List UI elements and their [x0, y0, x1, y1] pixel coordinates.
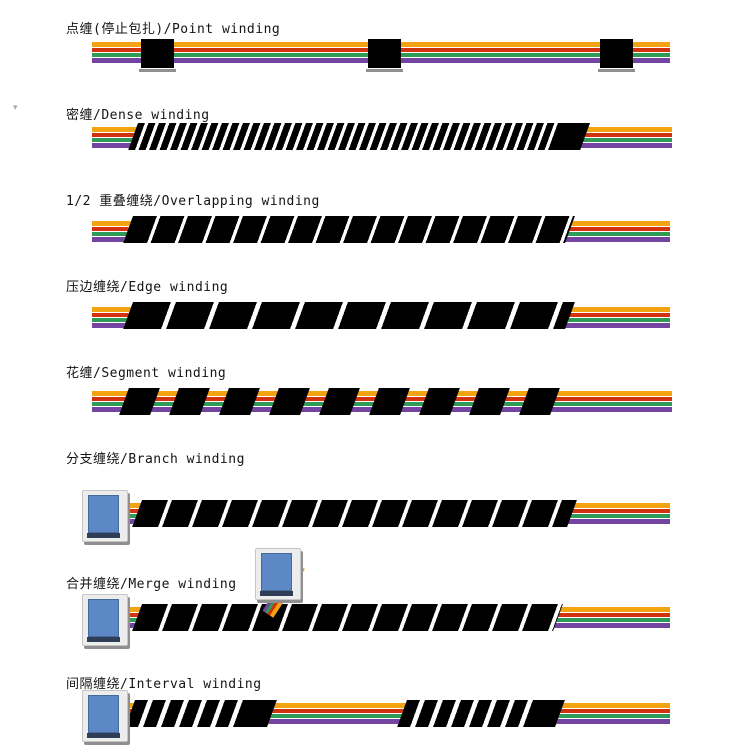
ribbon-cable — [564, 307, 670, 328]
merge-tape-band — [132, 604, 563, 631]
point-tape-square — [600, 39, 633, 68]
connector-body — [88, 695, 119, 733]
branch-tape-band — [132, 500, 577, 527]
point-tape-square — [368, 39, 401, 68]
ribbon-cable — [264, 703, 406, 724]
interval-tape-band — [125, 700, 277, 727]
point-tape-square — [141, 39, 174, 68]
row-label-point-winding: 点缠(停止包扎)/Point winding — [66, 22, 281, 37]
connector-block — [82, 594, 128, 646]
row-label-interval-winding: 间隔缠绕/Interval winding — [66, 677, 262, 692]
connector-block — [82, 690, 128, 742]
tape-square-shadow — [366, 69, 403, 72]
ribbon-cable — [566, 503, 670, 524]
cursor-artifact-icon: ▾ — [13, 103, 18, 113]
row-label-merge-winding: 合并缠绕/Merge winding — [66, 577, 237, 592]
connector-block — [82, 490, 128, 542]
interval-tape-band — [397, 700, 565, 727]
connector-pin-bar — [87, 637, 120, 642]
ribbon-cable — [554, 607, 670, 628]
row-label-overlapping-winding: 1/2 重叠缠绕/Overlapping winding — [66, 194, 320, 209]
connector-pin-bar — [260, 591, 293, 596]
connector-pin-bar — [87, 733, 120, 738]
ribbon-cable — [564, 221, 670, 242]
connector-body — [88, 495, 119, 533]
connector-body — [261, 553, 292, 591]
connector-pin-bar — [87, 533, 120, 538]
row-label-segment-winding: 花缠/Segment winding — [66, 366, 227, 381]
ribbon-cable — [554, 703, 670, 724]
dense-tape-band — [128, 123, 590, 150]
overlapping-tape-band — [123, 216, 575, 243]
connector-block-branch — [255, 548, 301, 600]
connector-body — [88, 599, 119, 637]
tape-square-shadow — [598, 69, 635, 72]
edge-tape-band — [123, 302, 575, 329]
row-label-edge-winding: 压边缠绕/Edge winding — [66, 280, 229, 295]
tape-square-shadow — [139, 69, 176, 72]
row-label-branch-winding: 分支缠绕/Branch winding — [66, 452, 245, 467]
row-label-dense-winding: 密缠/Dense winding — [66, 108, 210, 123]
